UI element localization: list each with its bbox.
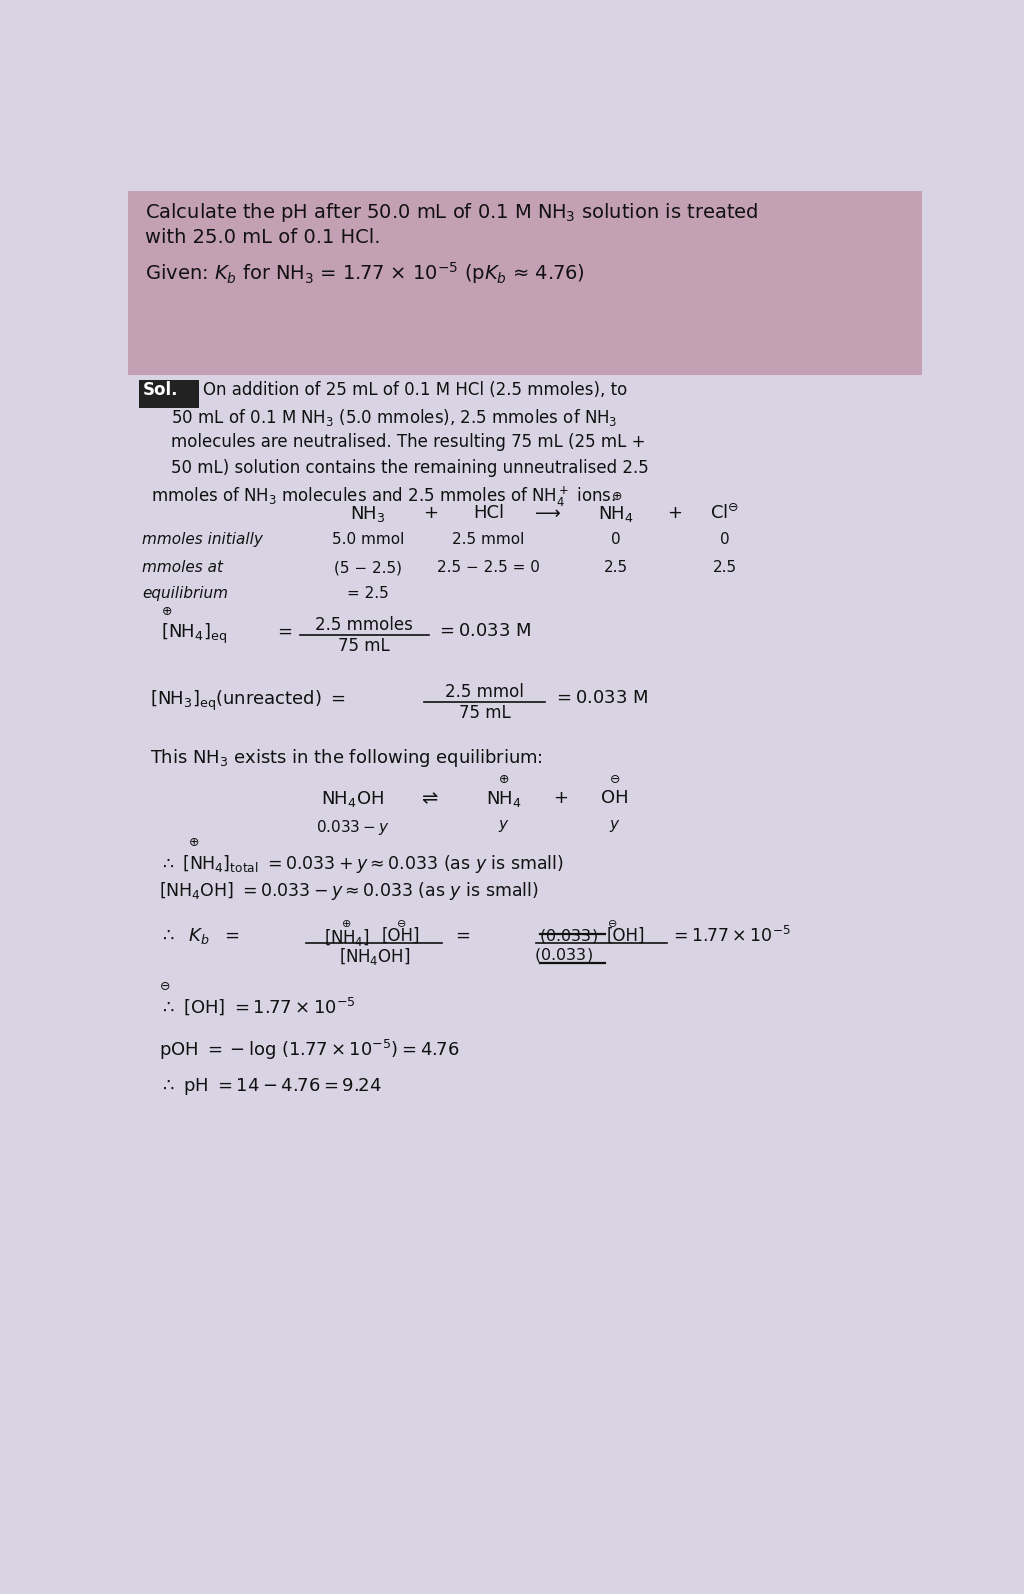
Text: 50 mL of 0.1 M NH$_3$ (5.0 mmoles), 2.5 mmoles of NH$_3$: 50 mL of 0.1 M NH$_3$ (5.0 mmoles), 2.5 …	[171, 406, 616, 429]
FancyBboxPatch shape	[128, 375, 922, 1419]
Text: HCl: HCl	[473, 504, 504, 521]
Text: $= 0.033$ M: $= 0.033$ M	[436, 622, 531, 639]
Text: 0: 0	[611, 532, 622, 547]
Text: $=$: $=$	[452, 926, 471, 944]
Text: [NH$_4$OH]: [NH$_4$OH]	[339, 945, 411, 968]
Text: $y$: $y$	[609, 818, 621, 834]
Text: NH$_4$: NH$_4$	[486, 789, 522, 808]
Text: Given: $K_b$ for NH$_3$ = 1.77 × 10$^{-5}$ (p$K_b$ ≈ 4.76): Given: $K_b$ for NH$_3$ = 1.77 × 10$^{-5…	[145, 260, 585, 285]
Text: $\longrightarrow$: $\longrightarrow$	[531, 504, 562, 521]
Text: $= 0.033$ M: $= 0.033$ M	[553, 689, 648, 706]
Text: $\ominus$: $\ominus$	[395, 918, 406, 929]
Text: [NH$_4$]: [NH$_4$]	[324, 926, 370, 947]
Text: Sol.: Sol.	[142, 381, 178, 400]
Text: $+$: $+$	[667, 504, 682, 521]
Text: molecules are neutralised. The resulting 75 mL (25 mL +: molecules are neutralised. The resulting…	[171, 434, 645, 451]
Text: mmoles of NH$_3$ molecules and 2.5 mmoles of NH$_4^+$ ions.: mmoles of NH$_3$ molecules and 2.5 mmole…	[152, 485, 616, 508]
Text: with 25.0 mL of 0.1 HCl.: with 25.0 mL of 0.1 HCl.	[145, 228, 381, 247]
Text: $(0.033)$: $(0.033)$	[539, 926, 598, 945]
Text: Calculate the pH after 50.0 mL of 0.1 M NH$_3$ solution is treated: Calculate the pH after 50.0 mL of 0.1 M …	[145, 201, 759, 223]
Text: $\oplus$: $\oplus$	[499, 773, 510, 786]
Text: [NH$_4$]$_{\mathrm{eq}}$: [NH$_4$]$_{\mathrm{eq}}$	[161, 622, 226, 646]
Text: NH$_3$: NH$_3$	[350, 504, 386, 524]
Text: 2.5 − 2.5 = 0: 2.5 − 2.5 = 0	[437, 559, 540, 575]
Text: [OH]: [OH]	[607, 926, 645, 945]
Text: Cl$^{\ominus}$: Cl$^{\ominus}$	[711, 504, 739, 523]
Text: mmoles initially: mmoles initially	[142, 532, 263, 547]
Text: 0: 0	[720, 532, 729, 547]
Text: 75 mL: 75 mL	[459, 705, 510, 722]
Text: [OH]: [OH]	[382, 926, 420, 945]
Text: 75 mL: 75 mL	[339, 638, 390, 655]
Text: = 2.5: = 2.5	[347, 585, 389, 601]
Text: 2.5: 2.5	[604, 559, 629, 575]
Text: 2.5: 2.5	[713, 559, 737, 575]
Text: $+$: $+$	[553, 789, 568, 807]
Text: OH: OH	[601, 789, 629, 807]
Text: NH$_4$: NH$_4$	[598, 504, 634, 524]
Text: (5 − 2.5): (5 − 2.5)	[334, 559, 402, 575]
Text: NH$_4$OH: NH$_4$OH	[322, 789, 384, 808]
Text: $\oplus$: $\oplus$	[188, 835, 200, 848]
Text: $\ominus$: $\ominus$	[159, 980, 170, 993]
Text: 5.0 mmol: 5.0 mmol	[332, 532, 404, 547]
Text: $(0.033)$: $(0.033)$	[535, 945, 593, 964]
Text: This NH$_3$ exists in the following equilibrium:: This NH$_3$ exists in the following equi…	[150, 748, 543, 770]
Text: $0.033 - y$: $0.033 - y$	[316, 818, 389, 837]
Text: mmoles at: mmoles at	[142, 559, 223, 575]
Text: $y$: $y$	[498, 818, 510, 834]
Text: $\ominus$: $\ominus$	[609, 773, 621, 786]
Text: [NH$_4$OH] $= 0.033 - y \approx 0.033$ (as $y$ is small): [NH$_4$OH] $= 0.033 - y \approx 0.033$ (…	[159, 880, 539, 902]
Text: $\oplus$: $\oplus$	[610, 489, 622, 504]
Text: $\therefore$ [OH] $= 1.77 \times 10^{-5}$: $\therefore$ [OH] $= 1.77 \times 10^{-5}…	[159, 995, 355, 1017]
Text: 2.5 mmol: 2.5 mmol	[445, 682, 524, 700]
Text: $\oplus$: $\oplus$	[341, 918, 351, 929]
Text: [NH$_3$]$_{\mathrm{eq}}$(unreacted) $=$: [NH$_3$]$_{\mathrm{eq}}$(unreacted) $=$	[150, 689, 345, 713]
Text: $=$: $=$	[273, 622, 292, 639]
Text: $\ominus$: $\ominus$	[607, 918, 617, 929]
Text: 2.5 mmol: 2.5 mmol	[453, 532, 524, 547]
Text: On addition of 25 mL of 0.1 M HCl (2.5 mmoles), to: On addition of 25 mL of 0.1 M HCl (2.5 m…	[203, 381, 628, 400]
Text: $= 1.77 \times 10^{-5}$: $= 1.77 \times 10^{-5}$	[671, 926, 792, 945]
Text: $+$: $+$	[423, 504, 438, 521]
FancyBboxPatch shape	[128, 191, 922, 375]
Text: $\rightleftharpoons$: $\rightleftharpoons$	[418, 789, 439, 808]
Text: $\therefore$ pH $= 14 - 4.76 = 9.24$: $\therefore$ pH $= 14 - 4.76 = 9.24$	[159, 1076, 382, 1097]
Text: pOH $= -\log\,(1.77 \times 10^{-5}) = 4.76$: pOH $= -\log\,(1.77 \times 10^{-5}) = 4.…	[159, 1038, 460, 1062]
Text: 2.5 mmoles: 2.5 mmoles	[315, 615, 414, 633]
Text: equilibrium: equilibrium	[142, 585, 228, 601]
Text: 50 mL) solution contains the remaining unneutralised 2.5: 50 mL) solution contains the remaining u…	[171, 459, 648, 477]
FancyBboxPatch shape	[139, 379, 199, 408]
Text: $\therefore$ [NH$_4$]$_{\mathrm{total}}$ $= 0.033 + y \approx 0.033$ (as $y$ is : $\therefore$ [NH$_4$]$_{\mathrm{total}}$…	[159, 853, 564, 875]
Text: $\therefore$  $K_b$  $=$: $\therefore$ $K_b$ $=$	[159, 926, 240, 945]
Text: $\oplus$: $\oplus$	[161, 604, 172, 618]
